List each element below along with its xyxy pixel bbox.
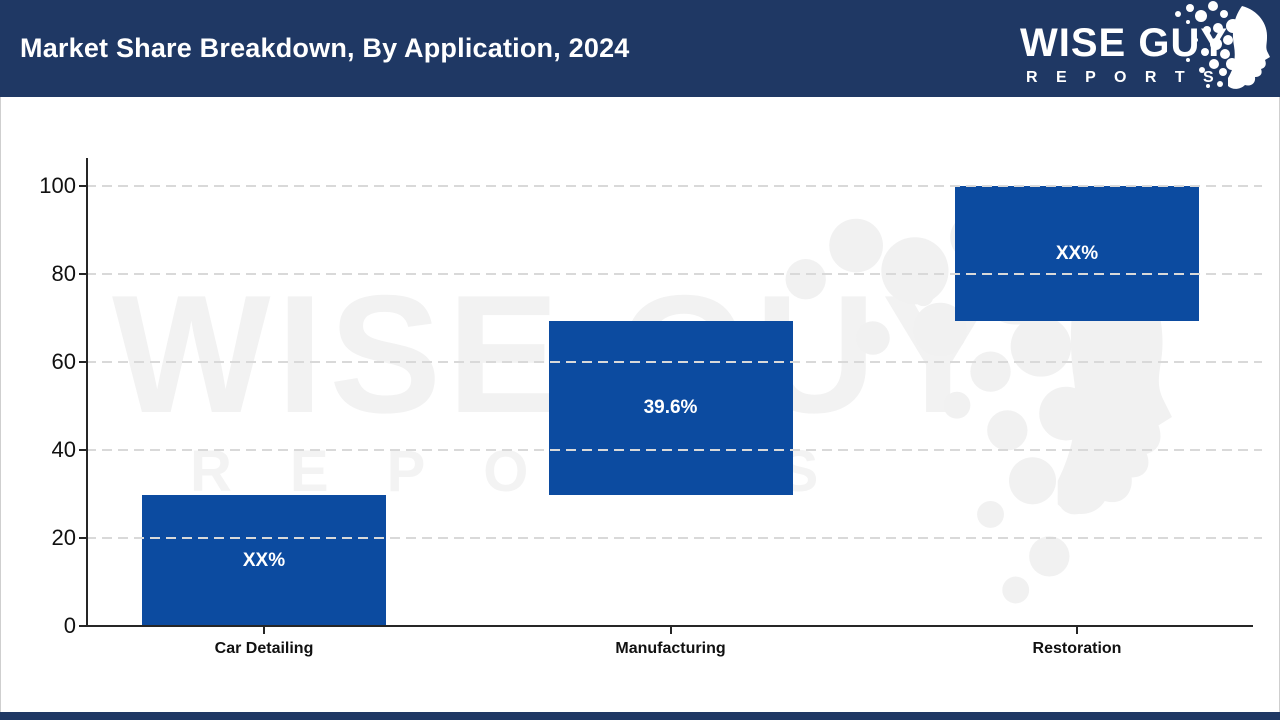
bar-value-label: XX% xyxy=(242,549,286,571)
wise-guy-reports-logo: WISE GUY R E P O R T S xyxy=(1018,0,1270,97)
y-tick-80 xyxy=(79,273,86,275)
gridline-80 xyxy=(86,273,1262,275)
bar-manufacturing: 39.6% xyxy=(548,321,793,496)
logo-subtitle: R E P O R T S xyxy=(1026,69,1221,86)
bar-car-detailing: XX% xyxy=(142,495,386,626)
y-tick-label-80: 80 xyxy=(51,261,76,286)
gridline-60 xyxy=(86,361,1262,363)
x-label-car-detailing: Car Detailing xyxy=(214,640,314,657)
y-tick-20 xyxy=(79,537,86,539)
gridline-100 xyxy=(86,185,1262,187)
y-tick-0 xyxy=(79,625,86,627)
y-tick-label-40: 40 xyxy=(51,437,76,462)
x-tick-restoration xyxy=(1076,627,1078,634)
x-tick-manufacturing xyxy=(669,627,672,634)
y-tick-60 xyxy=(79,361,86,363)
x-tick-car-detailing xyxy=(263,627,265,634)
header-bar: Market Share Breakdown, By Application, … xyxy=(0,0,1280,97)
footer-bar xyxy=(0,712,1280,720)
x-label-restoration: Restoration xyxy=(1032,640,1122,657)
logo-face-icon xyxy=(1175,1,1270,89)
gridline-20 xyxy=(86,537,1262,539)
logo-graphic: WISE GUY R E P O R T S xyxy=(1020,1,1270,89)
bar-value-label: XX% xyxy=(1055,242,1099,264)
gridline-40 xyxy=(86,449,1262,451)
y-tick-label-100: 100 xyxy=(39,173,76,198)
y-tick-label-0: 0 xyxy=(63,613,76,638)
bar-restoration: XX% xyxy=(955,186,1199,322)
y-tick-40 xyxy=(79,449,86,451)
y-tick-100 xyxy=(79,185,86,187)
y-axis xyxy=(86,158,88,627)
x-axis xyxy=(86,625,1253,627)
page-title: Market Share Breakdown, By Application, … xyxy=(20,33,630,63)
x-label-manufacturing: Manufacturing xyxy=(615,640,726,657)
y-tick-label-20: 20 xyxy=(51,525,76,550)
y-tick-label-60: 60 xyxy=(51,349,76,374)
bar-value-label: 39.6% xyxy=(643,397,698,419)
logo-wordmark: WISE GUY xyxy=(1020,21,1228,65)
